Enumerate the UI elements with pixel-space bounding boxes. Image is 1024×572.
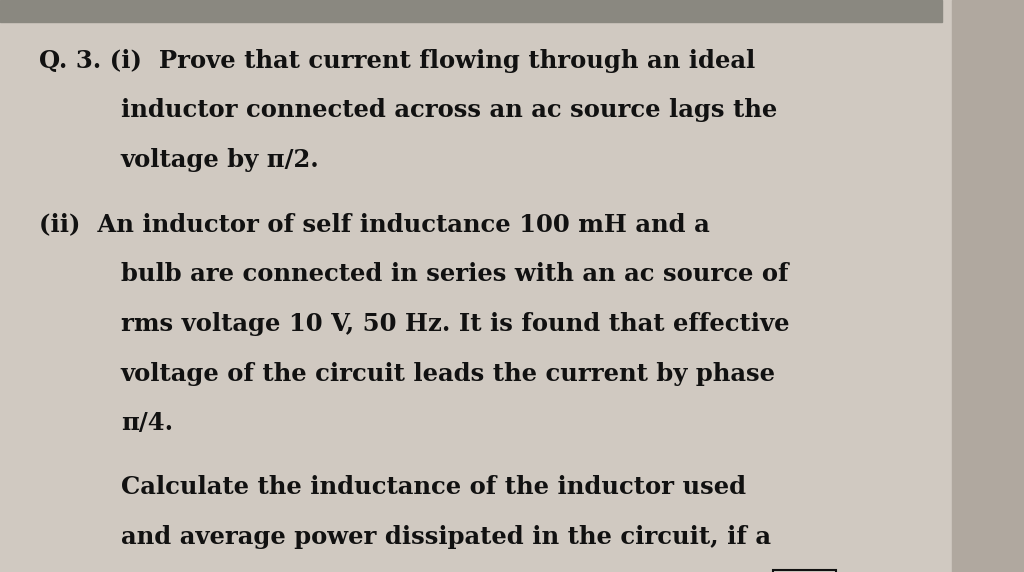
Text: (ii)  An inductor of self inductance 100 mH and a: (ii) An inductor of self inductance 100 … (39, 212, 710, 236)
Text: rms voltage 10 V, 50 Hz. It is found that effective: rms voltage 10 V, 50 Hz. It is found tha… (121, 312, 790, 336)
Bar (0, 0, 942, 22)
Bar (952, 0, 1024, 572)
Text: π/4.: π/4. (121, 411, 173, 435)
Text: and average power dissipated in the circuit, if a: and average power dissipated in the circ… (121, 525, 771, 549)
Text: Calculate the inductance of the inductor used: Calculate the inductance of the inductor… (121, 475, 745, 499)
Text: bulb are connected in series with an ac source of: bulb are connected in series with an ac … (121, 262, 788, 286)
Text: Q. 3. (i)  Prove that current flowing through an ideal: Q. 3. (i) Prove that current flowing thr… (39, 49, 755, 73)
Text: voltage by π/2.: voltage by π/2. (121, 148, 319, 172)
Text: inductor connected across an ac source lags the: inductor connected across an ac source l… (121, 98, 777, 122)
Text: voltage of the circuit leads the current by phase: voltage of the circuit leads the current… (121, 362, 776, 386)
